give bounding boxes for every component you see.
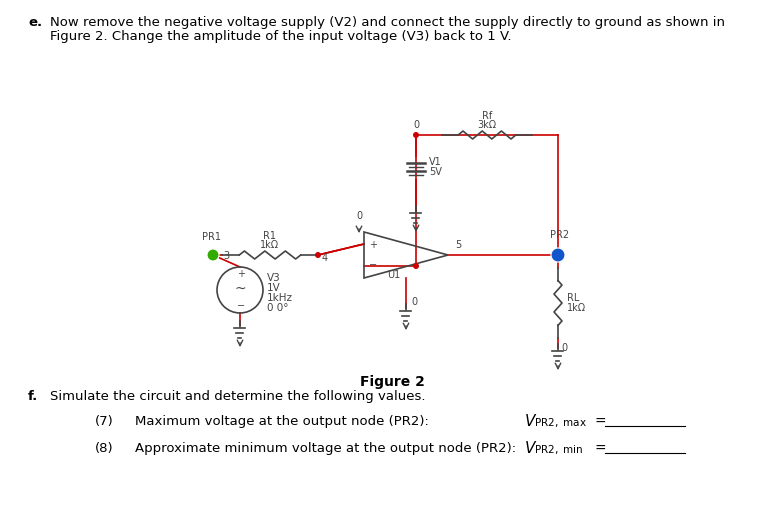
Text: 1kHz: 1kHz <box>267 293 293 303</box>
Text: 3: 3 <box>223 251 229 261</box>
Text: (8): (8) <box>95 442 114 455</box>
Text: 1V: 1V <box>267 283 281 293</box>
Text: ~: ~ <box>234 282 246 296</box>
Text: Figure 2. Change the amplitude of the input voltage (V3) back to 1 V.: Figure 2. Change the amplitude of the in… <box>50 30 511 43</box>
Text: +: + <box>237 269 245 279</box>
Circle shape <box>413 263 419 269</box>
Text: $\mathregular{PR2,\ min}$: $\mathregular{PR2,\ min}$ <box>534 443 583 456</box>
Text: PR2: PR2 <box>550 230 569 240</box>
Circle shape <box>207 249 219 261</box>
Text: U1: U1 <box>387 270 401 280</box>
Text: 4: 4 <box>322 253 328 263</box>
Text: Simulate the circuit and determine the following values.: Simulate the circuit and determine the f… <box>50 390 426 403</box>
Text: V3: V3 <box>267 273 281 283</box>
Text: 0: 0 <box>413 120 419 130</box>
Text: f.: f. <box>28 390 38 403</box>
Circle shape <box>413 132 419 138</box>
Text: −: − <box>369 260 377 270</box>
Text: 0 0°: 0 0° <box>267 303 289 313</box>
Text: $=$: $=$ <box>592 440 607 454</box>
Text: Rf: Rf <box>482 111 492 121</box>
Text: V1: V1 <box>429 157 441 167</box>
Text: e.: e. <box>28 16 42 29</box>
Text: 0: 0 <box>561 343 567 353</box>
Circle shape <box>551 248 565 262</box>
Circle shape <box>554 252 561 259</box>
Text: +: + <box>369 240 377 250</box>
Text: 3kΩ: 3kΩ <box>477 120 496 130</box>
Text: $\mathit{V}$: $\mathit{V}$ <box>524 413 537 429</box>
Text: 5V: 5V <box>429 167 442 177</box>
Text: 0: 0 <box>356 211 362 221</box>
Circle shape <box>315 252 321 258</box>
Text: $=$: $=$ <box>592 413 607 427</box>
Text: 5: 5 <box>455 240 461 250</box>
Text: 1kΩ: 1kΩ <box>567 303 586 313</box>
Text: $\mathregular{PR2,\ max}$: $\mathregular{PR2,\ max}$ <box>534 416 587 429</box>
Text: Figure 2: Figure 2 <box>360 375 424 389</box>
Text: Approximate minimum voltage at the output node (PR2):: Approximate minimum voltage at the outpu… <box>135 442 516 455</box>
Text: Maximum voltage at the output node (PR2):: Maximum voltage at the output node (PR2)… <box>135 415 429 428</box>
Text: 1kΩ: 1kΩ <box>260 240 280 250</box>
Text: −: − <box>237 301 245 311</box>
Text: $\mathit{V}$: $\mathit{V}$ <box>524 440 537 456</box>
Text: Now remove the negative voltage supply (V2) and connect the supply directly to g: Now remove the negative voltage supply (… <box>50 16 725 29</box>
Text: R1: R1 <box>263 231 277 241</box>
Text: 0: 0 <box>411 297 417 307</box>
Text: PR1: PR1 <box>202 232 222 242</box>
Text: RL: RL <box>567 293 579 303</box>
Text: (7): (7) <box>95 415 114 428</box>
